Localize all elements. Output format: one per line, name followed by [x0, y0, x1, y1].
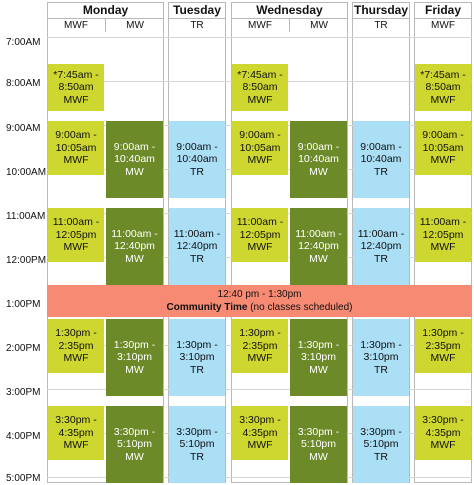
class-block-monday-900-mwf[interactable]: 9:00am - 10:05am MWF [48, 121, 104, 175]
class-block-wednesday-900-mwf[interactable]: 9:00am - 10:05am MWF [232, 121, 288, 175]
time-label: 11:00AM [6, 211, 46, 222]
class-block-monday-1100-mw[interactable]: 11:00am - 12:40pm MW [106, 208, 163, 285]
class-block-thursday-130[interactable]: 1:30pm - 3:10pm TR [353, 319, 409, 396]
class-block-monday-330-mw[interactable]: 3:30pm - 5:10pm MW [106, 406, 163, 483]
class-block-wednesday-900-mw[interactable]: 9:00am - 10:40am MW [290, 121, 347, 198]
class-block-monday-1100-mwf[interactable]: 11:00am - 12:05pm MWF [48, 208, 104, 262]
class-block-wednesday-745[interactable]: *7:45am - 8:50am MWF [232, 64, 288, 111]
community-time-banner: 12:40 pm - 1:30pm Community Time (no cla… [47, 285, 472, 317]
class-block-monday-130-mwf[interactable]: 1:30pm - 2:35pm MWF [48, 319, 104, 373]
subheader-monday-mwf: MWF [47, 18, 105, 32]
class-block-wednesday-1100-mwf[interactable]: 11:00am - 12:05pm MWF [232, 208, 288, 262]
class-block-monday-745[interactable]: *7:45am - 8:50am MWF [48, 64, 104, 111]
hour-line [47, 37, 472, 38]
class-block-tuesday-1100[interactable]: 11:00am - 12:40pm TR [169, 208, 225, 285]
time-label: 8:00AM [6, 78, 41, 89]
day-header-thursday: Thursday [353, 3, 408, 17]
time-label: 4:00PM [6, 431, 41, 442]
class-block-friday-745[interactable]: *7:45am - 8:50am MWF [415, 64, 471, 111]
community-time-range: 12:40 pm - 1:30pm [217, 289, 302, 300]
hour-line [47, 477, 472, 478]
class-block-friday-330[interactable]: 3:30pm - 4:35pm MWF [415, 406, 471, 460]
subheader-wednesday-mw: MW [289, 18, 348, 32]
class-block-monday-330-mwf[interactable]: 3:30pm - 4:35pm MWF [48, 406, 104, 460]
time-label: 10:00AM [6, 167, 47, 178]
class-block-tuesday-330[interactable]: 3:30pm - 5:10pm TR [169, 406, 225, 483]
time-label: 3:00PM [6, 387, 41, 398]
class-block-thursday-1100[interactable]: 11:00am - 12:40pm TR [353, 208, 409, 285]
day-header-friday: Friday [424, 3, 461, 17]
subheader-thursday-tr: TR [352, 18, 410, 32]
time-label: 7:00AM [6, 37, 41, 48]
community-time-note: (no classes scheduled) [247, 302, 353, 313]
class-block-friday-130[interactable]: 1:30pm - 2:35pm MWF [415, 319, 471, 373]
subheader-tuesday-tr: TR [168, 18, 226, 32]
class-block-friday-1100[interactable]: 11:00am - 12:05pm MWF [415, 208, 471, 262]
community-time-label-line: Community Time (no classes scheduled) [47, 301, 472, 314]
day-header-wednesday: Wednesday [256, 3, 323, 17]
subheader-monday-mw: MW [105, 18, 164, 32]
subheader-friday-mwf: MWF [414, 18, 472, 32]
time-label: 5:00PM [6, 473, 41, 484]
community-time-label: Community Time [166, 302, 248, 313]
time-label: 12:00PM [6, 255, 47, 266]
class-block-thursday-330[interactable]: 3:30pm - 5:10pm TR [353, 406, 409, 483]
day-header-tuesday: Tuesday [173, 3, 221, 17]
subheader-wednesday-mwf: MWF [231, 18, 289, 32]
time-label: 1:00PM [6, 299, 41, 310]
class-block-thursday-900[interactable]: 9:00am - 10:40am TR [353, 121, 409, 198]
time-label: 9:00AM [6, 123, 41, 134]
class-block-monday-900-mw[interactable]: 9:00am - 10:40am MW [106, 121, 163, 198]
class-block-tuesday-900[interactable]: 9:00am - 10:40am TR [169, 121, 225, 198]
class-block-tuesday-130[interactable]: 1:30pm - 3:10pm TR [169, 319, 225, 396]
class-block-wednesday-130-mwf[interactable]: 1:30pm - 2:35pm MWF [232, 319, 288, 373]
time-label: 2:00PM [6, 343, 41, 354]
class-block-monday-130-mw[interactable]: 1:30pm - 3:10pm MW [106, 319, 163, 396]
class-block-friday-900[interactable]: 9:00am - 10:05am MWF [415, 121, 471, 175]
class-block-wednesday-330-mwf[interactable]: 3:30pm - 4:35pm MWF [232, 406, 288, 460]
day-header-monday: Monday [82, 3, 129, 17]
hour-line [47, 389, 472, 390]
class-block-wednesday-1100-mw[interactable]: 11:00am - 12:40pm MW [290, 208, 347, 285]
class-block-wednesday-330-mw[interactable]: 3:30pm - 5:10pm MW [290, 406, 347, 483]
class-block-wednesday-130-mw[interactable]: 1:30pm - 3:10pm MW [290, 319, 347, 396]
